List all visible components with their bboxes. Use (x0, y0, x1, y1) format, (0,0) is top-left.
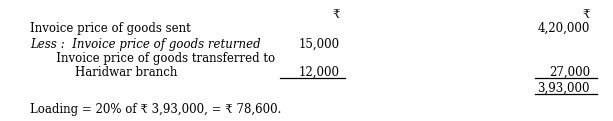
Text: 12,000: 12,000 (299, 66, 340, 79)
Text: ₹: ₹ (332, 8, 340, 21)
Text: Haridwar branch: Haridwar branch (30, 66, 177, 79)
Text: Less: Less (30, 38, 57, 51)
Text: Invoice price of goods transferred to: Invoice price of goods transferred to (30, 52, 275, 65)
Text: Invoice price of goods sent: Invoice price of goods sent (30, 22, 191, 35)
Text: :  Invoice price of goods returned: : Invoice price of goods returned (57, 38, 261, 51)
Text: 27,000: 27,000 (549, 66, 590, 79)
Text: 3,93,000: 3,93,000 (538, 82, 590, 95)
Text: ₹: ₹ (582, 8, 590, 21)
Text: 15,000: 15,000 (299, 38, 340, 51)
Text: Loading = 20% of ₹ 3,93,000, = ₹ 78,600.: Loading = 20% of ₹ 3,93,000, = ₹ 78,600. (30, 103, 281, 116)
Text: 4,20,000: 4,20,000 (538, 22, 590, 35)
